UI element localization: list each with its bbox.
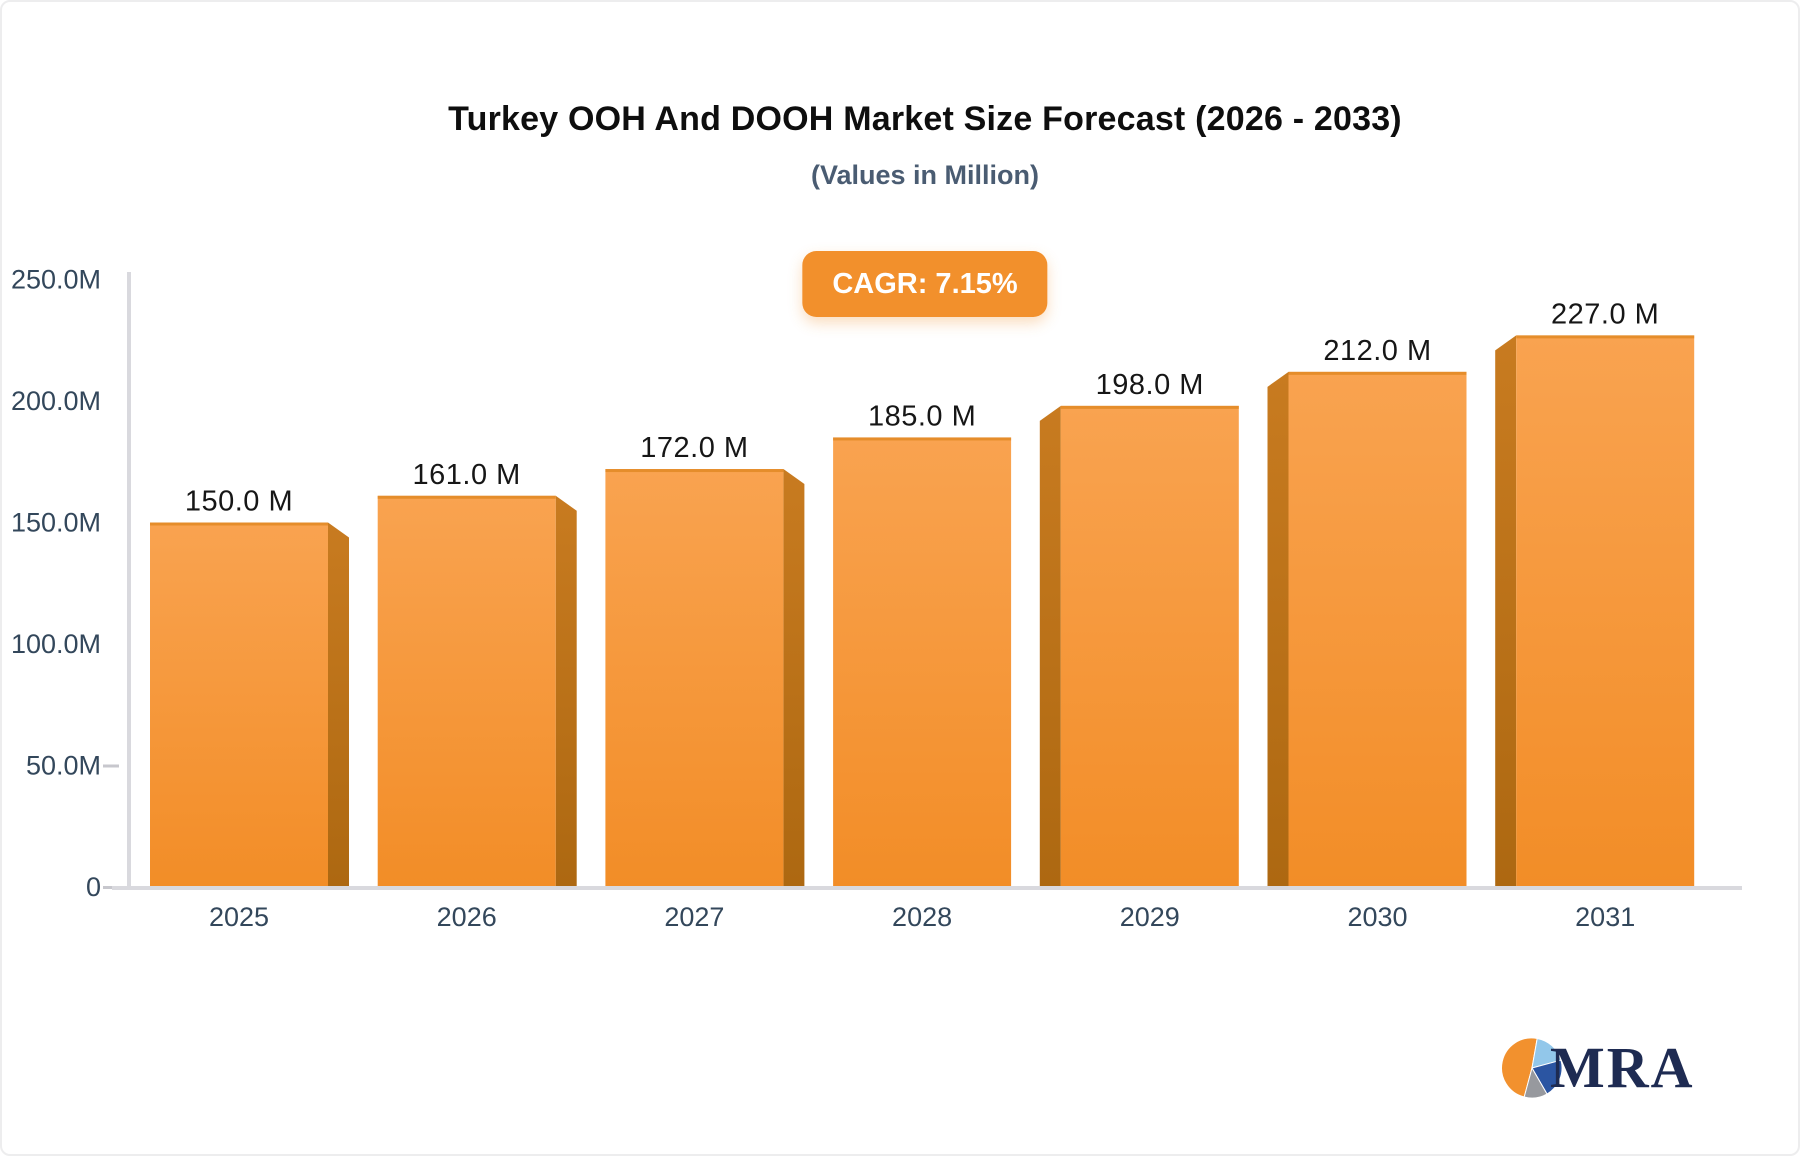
bar-front-face xyxy=(150,522,328,887)
bar-top-edge xyxy=(605,469,784,473)
y-tick-label-100: 100.0M xyxy=(11,629,101,659)
bar-2025: 150.0 M 2025 xyxy=(150,486,349,932)
bar-front-face xyxy=(377,495,556,887)
y-tick-mark-50 xyxy=(103,764,119,768)
cagr-badge: CAGR: 7.15% xyxy=(802,251,1048,317)
pie-chart-logo-icon xyxy=(1501,1037,1563,1099)
x-tick-label-2025: 2025 xyxy=(209,902,269,932)
bar-2028: 185.0 M 2028 xyxy=(833,400,1012,932)
bar-top-edge xyxy=(150,522,328,526)
chart-subtitle: (Values in Million) xyxy=(810,160,1040,190)
bar-top-edge xyxy=(833,437,1012,441)
bar-2029: 198.0 M 2029 xyxy=(1039,369,1239,932)
y-tick-mark-0 xyxy=(103,886,119,889)
x-tick-label-2026: 2026 xyxy=(437,902,497,932)
bar-front-face xyxy=(1288,371,1467,888)
x-tick-label-2031: 2031 xyxy=(1575,902,1635,932)
bar-front-face xyxy=(833,437,1012,887)
x-axis-line xyxy=(112,886,1742,890)
bar-top-edge xyxy=(377,495,556,499)
bar-front-face xyxy=(605,469,784,887)
bar-side-face xyxy=(328,522,349,887)
bar-top-edge xyxy=(1288,371,1467,375)
y-tick-label-0: 0 xyxy=(86,872,101,902)
bar-value-label-2028: 185.0 M xyxy=(868,400,976,432)
bar-value-label-2029: 198.0 M xyxy=(1096,369,1204,401)
bar-front-face xyxy=(1060,405,1239,887)
bar-side-face xyxy=(555,495,577,887)
bar-side-face xyxy=(783,469,805,887)
bar-value-label-2030: 212.0 M xyxy=(1323,335,1431,367)
x-tick-label-2030: 2030 xyxy=(1347,902,1407,932)
bar-side-face xyxy=(1267,371,1289,888)
y-tick-label-250: 250.0M xyxy=(11,265,101,295)
y-tick-label-200: 200.0M xyxy=(11,386,101,416)
bar-2030: 212.0 M 2030 xyxy=(1267,335,1467,932)
bar-top-edge xyxy=(1060,405,1239,409)
bar-top-edge xyxy=(1516,335,1695,339)
logo-text: MRA xyxy=(1550,1035,1695,1100)
bar-value-label-2026: 161.0 M xyxy=(413,459,521,491)
bar-2026: 161.0 M 2026 xyxy=(377,459,577,932)
mra-logo: MRA xyxy=(1500,1036,1695,1100)
y-axis-line xyxy=(127,272,131,890)
chart-title: Turkey OOH And DOOH Market Size Forecast… xyxy=(448,100,1402,138)
bar-side-face xyxy=(1495,335,1517,887)
x-tick-label-2028: 2028 xyxy=(892,902,952,932)
x-tick-label-2027: 2027 xyxy=(664,902,724,932)
y-tick-label-150: 150.0M xyxy=(11,508,101,538)
bar-value-label-2031: 227.0 M xyxy=(1551,298,1659,330)
bar-2027: 172.0 M 2027 xyxy=(605,432,805,932)
x-tick-label-2029: 2029 xyxy=(1120,902,1180,932)
bar-value-label-2025: 150.0 M xyxy=(185,486,293,518)
bar-side-face xyxy=(1039,405,1061,887)
y-tick-label-50: 50.0M xyxy=(26,751,101,781)
bar-value-label-2027: 172.0 M xyxy=(640,432,748,464)
bar-front-face xyxy=(1516,335,1695,887)
bar-2031: 227.0 M 2031 xyxy=(1495,298,1695,932)
